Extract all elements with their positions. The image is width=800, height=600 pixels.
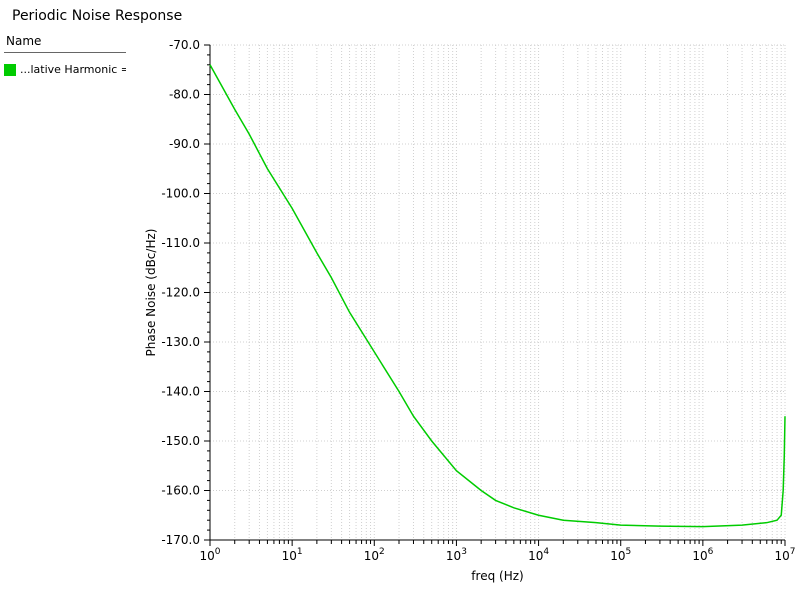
svg-text:107: 107 xyxy=(774,547,795,563)
svg-text:-120.0: -120.0 xyxy=(161,286,200,300)
x-tick-labels: 100 101 102 103 104 105 106 107 xyxy=(199,547,795,563)
svg-text:-80.0: -80.0 xyxy=(169,88,200,102)
svg-text:-160.0: -160.0 xyxy=(161,484,200,498)
svg-text:-130.0: -130.0 xyxy=(161,335,200,349)
svg-text:-90.0: -90.0 xyxy=(169,137,200,151)
chart: -70.0 -80.0 -90.0 -100.0 -110.0 -120.0 -130.0 -… xyxy=(0,0,800,600)
svg-text:100: 100 xyxy=(199,547,220,563)
svg-text:105: 105 xyxy=(610,547,631,563)
svg-text:102: 102 xyxy=(364,547,385,563)
svg-text:-100.0: -100.0 xyxy=(161,187,200,201)
x-axis-label: freq (Hz) xyxy=(471,569,523,583)
y-tick-labels: -70.0 -80.0 -90.0 -100.0 -110.0 -120.0 -130.0 -… xyxy=(161,38,200,547)
chart-grid xyxy=(210,45,785,540)
svg-text:-150.0: -150.0 xyxy=(161,434,200,448)
svg-text:103: 103 xyxy=(446,547,467,563)
y-axis-label: Phase Noise (dBc/Hz) xyxy=(144,229,158,357)
chart-line xyxy=(210,65,785,527)
svg-text:-70.0: -70.0 xyxy=(169,38,200,52)
svg-text:-170.0: -170.0 xyxy=(161,533,200,547)
svg-text:101: 101 xyxy=(282,547,303,563)
svg-text:104: 104 xyxy=(528,547,549,563)
svg-text:-110.0: -110.0 xyxy=(161,236,200,250)
svg-text:-140.0: -140.0 xyxy=(161,385,200,399)
svg-text:106: 106 xyxy=(692,547,713,563)
chart-axes xyxy=(204,45,785,546)
